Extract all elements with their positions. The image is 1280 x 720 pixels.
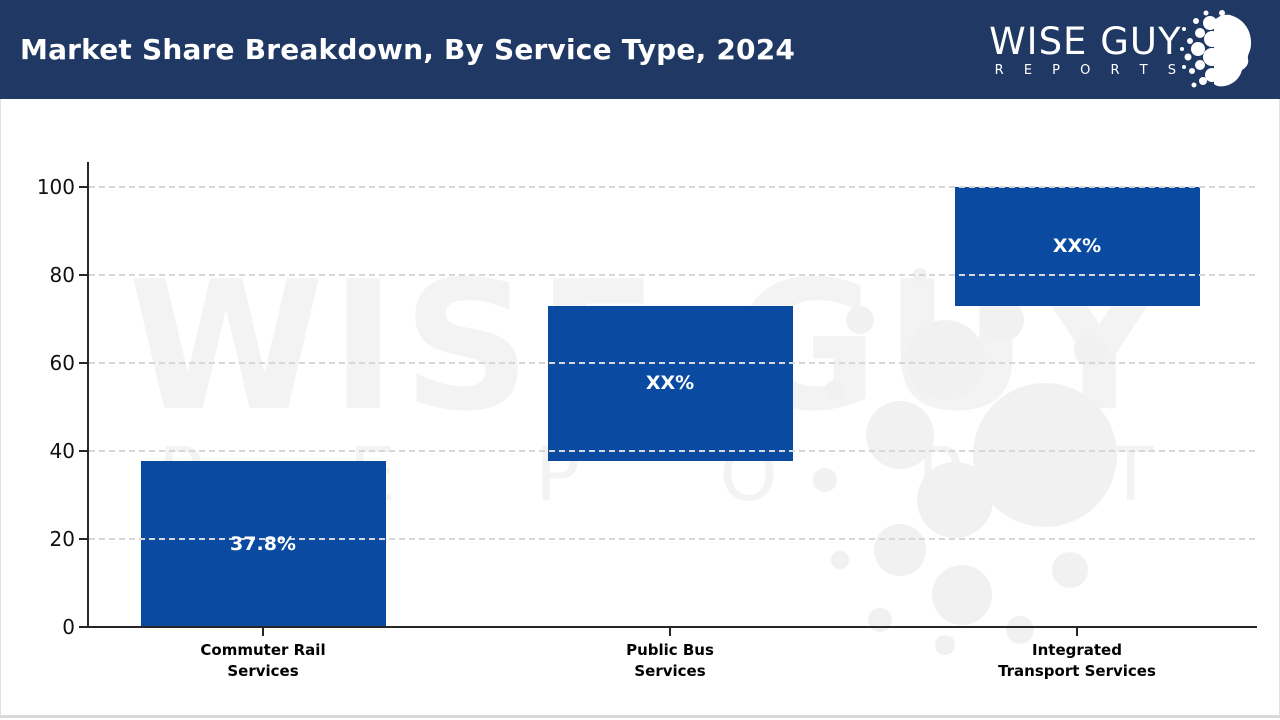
y-tick-label: 60 [49,351,75,375]
page-title: Market Share Breakdown, By Service Type,… [20,33,796,66]
brand-logo: WISE GUY R E P O R T S [987,6,1266,94]
y-tick-mark [79,450,87,452]
gridline [89,274,1255,276]
y-tick-mark [79,538,87,540]
gridline [89,538,1255,540]
y-tick-mark [79,186,87,188]
x-category-label-line: Commuter Rail [200,641,326,659]
brand-wordmark: WISE GUY [989,19,1182,63]
watermark-face-dots [813,246,1117,655]
brand-logo-text: WISE GUY R E P O R T S [987,19,1184,78]
x-category-label: Public Bus Services [626,640,714,682]
y-axis-line [87,162,89,628]
bottom-divider [0,715,1280,718]
header-bar: Market Share Breakdown, By Service Type,… [0,0,1280,99]
x-category-label: Integrated Transport Services [998,640,1156,682]
bar-segment [954,187,1200,306]
y-tick-label: 100 [36,175,75,199]
y-tick-mark [79,274,87,276]
bar-segment [547,305,793,461]
x-tick-mark [262,628,264,636]
gridline [89,450,1255,452]
gridline [89,362,1255,364]
x-category-label: Commuter Rail Services [200,640,325,682]
x-tick-mark [669,628,671,636]
x-category-label-line: Transport Services [998,662,1156,680]
gridline [89,186,1255,188]
x-category-label-line: Services [634,662,706,680]
x-category-label-line: Services [227,662,299,680]
y-tick-label: 40 [49,439,75,463]
y-tick-mark [79,626,87,628]
bar-value-label: XX% [1052,235,1102,258]
y-tick-label: 80 [49,263,75,287]
bar-value-label: XX% [645,372,695,395]
y-tick-label: 0 [62,615,75,639]
x-category-label-line: Public Bus [626,641,714,659]
y-tick-mark [79,362,87,364]
x-category-label-line: Integrated [1032,641,1122,659]
bar-value-label: 37.8% [230,532,296,555]
face-dots-icon [1180,10,1252,88]
y-tick-label: 20 [49,527,75,551]
bar-segment [140,460,386,627]
x-tick-mark [1076,628,1078,636]
brand-subtext: R E P O R T S [994,62,1184,78]
x-axis-line [87,626,1257,628]
